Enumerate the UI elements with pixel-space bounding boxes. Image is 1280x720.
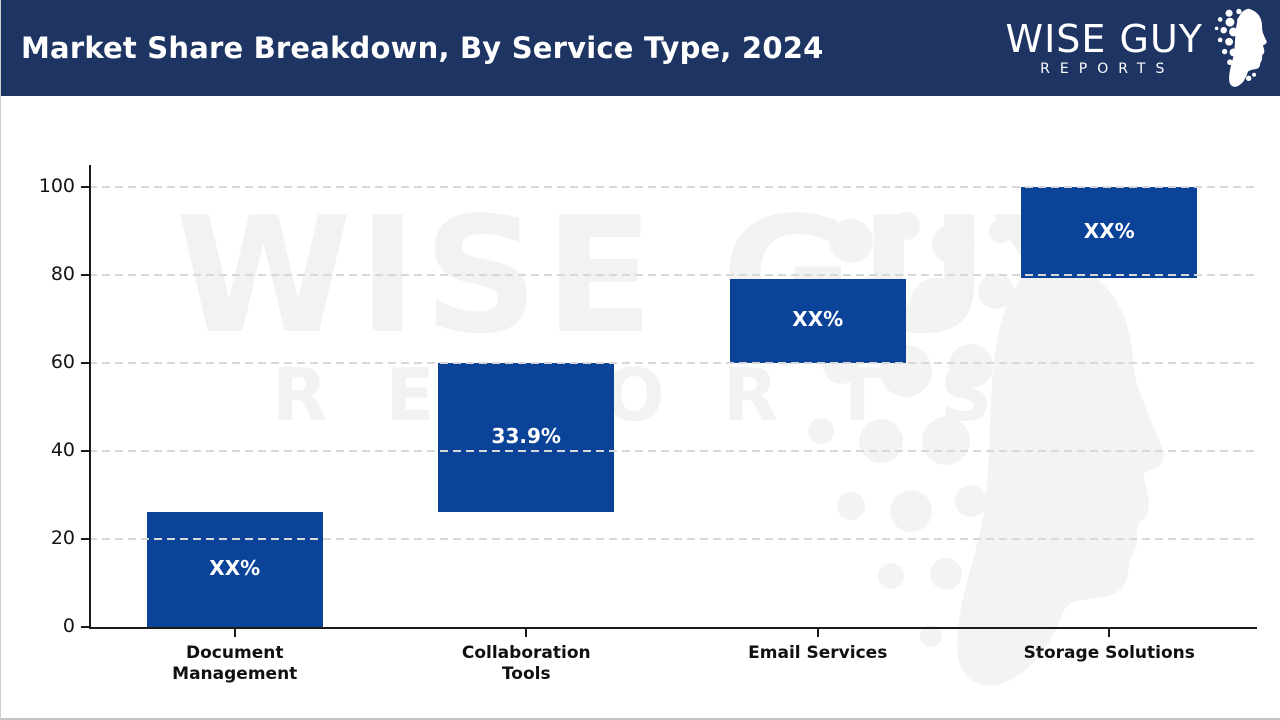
y-tick-label: 20 xyxy=(50,527,75,549)
y-axis-line xyxy=(89,165,91,629)
y-tick-100 xyxy=(81,186,89,188)
gridline-60 xyxy=(89,362,1255,364)
y-tick-label: 60 xyxy=(50,351,75,373)
bar-1 xyxy=(438,363,615,513)
y-tick-label: 40 xyxy=(50,439,75,461)
logo-subtitle: REPORTS xyxy=(1040,61,1175,77)
gridline-20 xyxy=(89,538,1255,540)
logo-name: WISE GUY xyxy=(1005,17,1203,61)
y-tick-20 xyxy=(81,538,89,540)
y-tick-60 xyxy=(81,362,89,364)
bar-label: XX% xyxy=(209,555,261,580)
y-tick-label: 100 xyxy=(38,175,75,197)
chart-title: Market Share Breakdown, By Service Type,… xyxy=(21,31,824,65)
x-tick-3 xyxy=(1108,629,1111,637)
y-tick-label: 0 xyxy=(62,615,75,637)
bar-label: XX% xyxy=(1083,218,1135,243)
y-tick-0 xyxy=(81,626,89,628)
x-tick-2 xyxy=(816,629,819,637)
gridline-100 xyxy=(89,186,1255,188)
gridline-80 xyxy=(89,274,1255,276)
x-tick-label: Collaboration Tools xyxy=(461,643,591,684)
x-tick-label: Email Services xyxy=(748,643,888,663)
x-tick-label: Storage Solutions xyxy=(1023,643,1195,663)
x-axis-line xyxy=(89,627,1257,629)
logo-face-icon xyxy=(1214,8,1267,87)
y-tick-40 xyxy=(81,450,89,452)
y-tick-label: 80 xyxy=(50,263,75,285)
wise-guy-logo: WISE GUY REPORTS xyxy=(1006,6,1267,90)
header-bar: Market Share Breakdown, By Service Type,… xyxy=(1,0,1280,96)
bar-label: 33.9% xyxy=(491,423,561,448)
logo-wordmark: WISE GUY REPORTS xyxy=(1006,19,1203,77)
chart-area: WISE GUY REPORTS 0 20 40 60 80 100 XX% Document… xyxy=(1,96,1280,718)
x-tick-1 xyxy=(525,629,528,637)
bar-label: XX% xyxy=(792,306,844,331)
bar-0 xyxy=(146,512,323,627)
watermark-line2: REPORTS xyxy=(272,353,1050,437)
gridline-40 xyxy=(89,450,1255,452)
x-tick-label: Document Management xyxy=(172,643,298,684)
y-tick-80 xyxy=(81,274,89,276)
x-tick-0 xyxy=(233,629,236,637)
